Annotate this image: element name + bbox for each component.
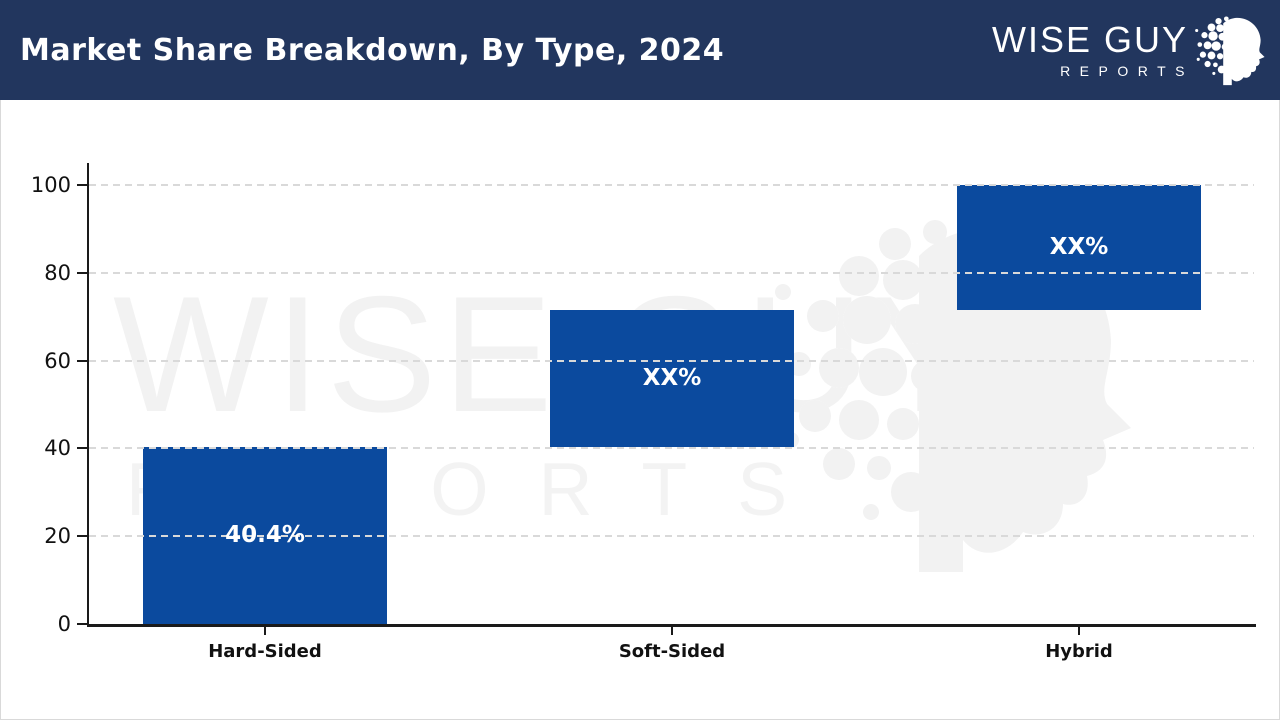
gridline [89,447,1254,450]
bar-segment [550,309,794,447]
watermark-face-icon [775,220,1131,572]
x-axis-category-label: Soft-Sided [618,641,726,662]
gridline [89,535,1254,538]
brand-wordmark: WISE GUY [991,18,1188,60]
brand-logo-text: WISE GUY REPORTS [991,18,1188,79]
brand-logo: WISE GUY REPORTS [992,0,1270,100]
brand-subtitle: REPORTS [1060,62,1194,79]
gridline [89,271,1254,274]
x-axis-category-label: Hybrid [1045,641,1113,662]
brand-face-icon [1195,16,1265,86]
y-tick-label: 0 [57,612,71,636]
header-banner: Market Share Breakdown, By Type, 2024 WI… [0,0,1280,100]
x-axis-category-label: Hard-Sided [208,641,322,662]
bar-value-label: 40.4% [225,522,305,549]
y-tick-mark [77,535,87,538]
bar-value-label: XX% [1049,234,1109,261]
y-tick-mark [77,623,87,625]
y-tick-label: 100 [30,173,71,197]
y-tick-mark [77,184,87,186]
x-tick-mark [264,627,266,635]
chart-canvas: WISE GUY REPORTS 0 20 40 60 80 100 40.4% XX% XX… [0,100,1280,720]
x-tick-mark [1078,627,1080,635]
y-tick-mark [77,271,87,274]
y-axis-line [87,163,89,626]
x-axis-line [87,624,1256,627]
gridline [89,184,1254,186]
y-tick-label: 20 [44,524,71,549]
y-tick-label: 80 [44,260,71,285]
gridline [89,359,1254,362]
y-tick-mark [77,359,87,362]
y-tick-label: 60 [44,348,71,373]
y-tick-label: 40 [44,436,71,461]
bar-segment [957,185,1201,310]
x-tick-mark [671,627,673,635]
bar-value-label: XX% [642,365,702,392]
page-title: Market Share Breakdown, By Type, 2024 [20,32,725,68]
y-tick-mark [77,447,87,450]
